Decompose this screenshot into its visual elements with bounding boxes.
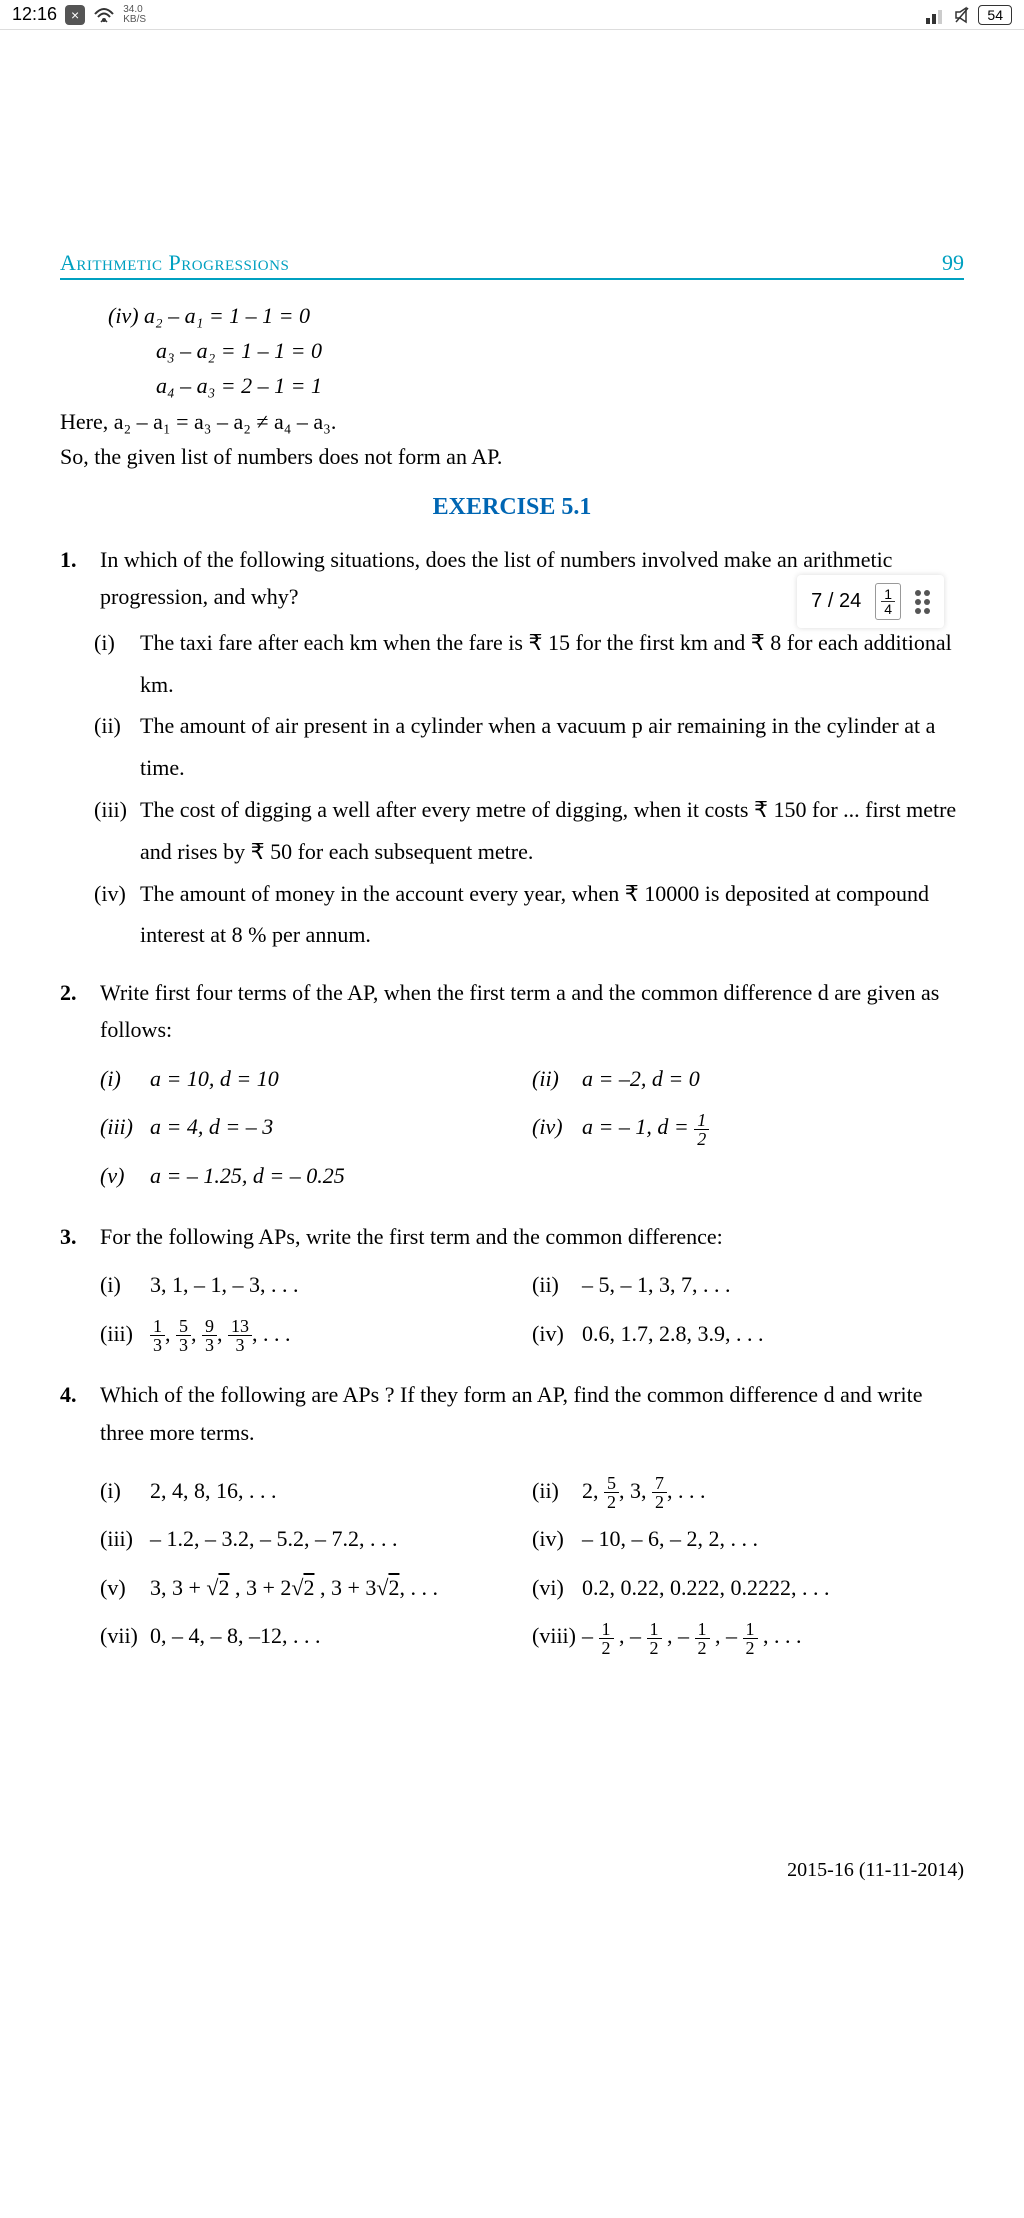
question-4: Which of the following are APs ? If they… [100,1376,964,1660]
status-bar: 12:16 × 34.0 KB/S 54 [0,0,1024,30]
q1-ii: The amount of air present in a cylinder … [140,705,964,789]
q3-ii: – 5, – 1, 3, 7, . . . [532,1261,964,1309]
battery-indicator: 54 [978,5,1012,25]
q3-iii: 13, 53, 93, 133, . . . [100,1310,532,1358]
status-right: 54 [926,5,1012,25]
example-line3: a₄ – a₃ = 2 – 1 = 1 [60,368,964,403]
page-number: 99 [942,250,964,276]
q2-iv: a = – 1, d = 12 [532,1103,964,1151]
close-icon[interactable]: × [65,5,85,25]
exercise-heading: EXERCISE 5.1 [60,494,964,521]
question-3: For the following APs, write the first t… [100,1218,964,1358]
q4-vi: 0.2, 0.22, 0.222, 0.2222, . . . [532,1564,964,1612]
net-speed: 34.0 KB/S [123,5,146,25]
page-counter: 7 / 24 [811,590,861,613]
q2-ii: a = –2, d = 0 [532,1055,964,1103]
menu-dots-icon[interactable] [915,590,930,614]
example-conclusion: So, the given list of numbers does not f… [60,439,964,474]
q4-vii: 0, – 4, – 8, –12, . . . [100,1612,532,1660]
q2-i: a = 10, d = 10 [100,1055,532,1103]
page-indicator[interactable]: 7 / 24 1 4 [797,575,944,628]
signal-icon [926,6,946,24]
q2-v: a = – 1.25, d = – 0.25 [100,1152,532,1200]
example-marker: (iv) a₂ – a₁ = 1 – 1 = 0 [60,298,964,333]
q1-iii: The cost of digging a well after every m… [140,789,964,873]
example-here: Here, a₂ – a₁ = a₃ – a₂ ≠ a₄ – a₃. [60,404,964,439]
q4-v: 3, 3 + √2 , 3 + 2√2 , 3 + 3√2, . . . [100,1564,532,1612]
q4-iii: – 1.2, – 3.2, – 5.2, – 7.2, . . . [100,1515,532,1563]
wifi-icon [93,6,115,24]
footer-note: 2015-16 (11-11-2014) [0,1739,1024,1922]
chapter-title: Arithmetic Progressions [60,250,289,276]
chapter-header: Arithmetic Progressions 99 [60,250,964,280]
q2-iii: a = 4, d = – 3 [100,1103,532,1151]
q4-viii: – 12 , – 12 , – 12 , – 12 , . . . [532,1612,964,1660]
clock: 12:16 [12,4,57,25]
q3-iv: 0.6, 1.7, 2.8, 3.9, . . . [532,1310,964,1358]
q1-i: The taxi fare after each km when the far… [140,622,964,706]
zoom-fraction[interactable]: 1 4 [875,583,901,620]
mute-icon [954,6,970,24]
q4-ii: 2, 52, 3, 72, . . . [532,1467,964,1515]
q3-i: 3, 1, – 1, – 3, . . . [100,1261,532,1309]
status-left: 12:16 × 34.0 KB/S [12,4,146,25]
q4-iv: – 10, – 6, – 2, 2, . . . [532,1515,964,1563]
example-line2: a₃ – a₂ = 1 – 1 = 0 [60,333,964,368]
question-list: In which of the following situations, do… [60,541,964,1661]
question-2: Write first four terms of the AP, when t… [100,974,964,1200]
page-content: Arithmetic Progressions 99 (iv) a₂ – a₁ … [0,30,1024,1739]
q4-i: 2, 4, 8, 16, . . . [100,1467,532,1515]
q1-iv: The amount of money in the account every… [140,873,964,957]
